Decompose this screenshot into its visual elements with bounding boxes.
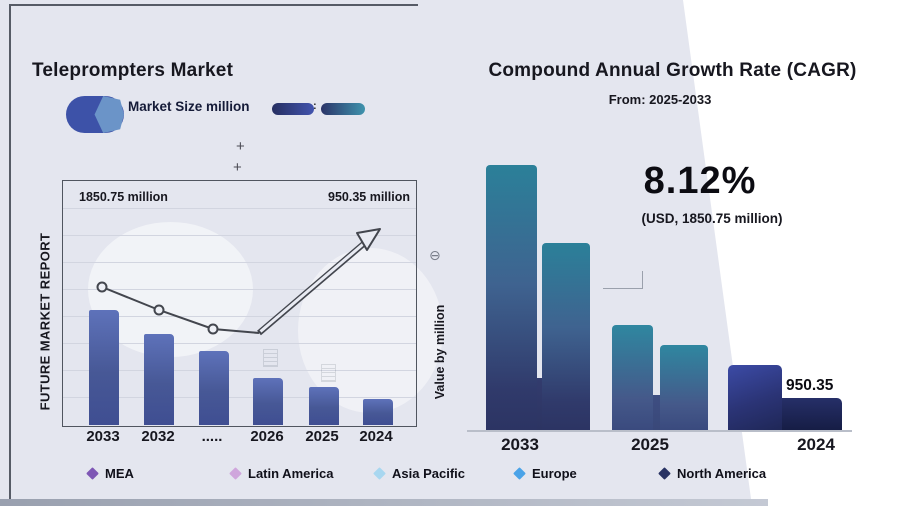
x-label-2026: 2026 xyxy=(250,428,284,445)
diamond-icon xyxy=(658,467,671,480)
gridline xyxy=(63,343,416,344)
legend-item-mea: MEA xyxy=(86,466,134,481)
legend-label: MEA xyxy=(105,466,134,481)
cagr-bar-2025-joint xyxy=(653,395,660,430)
zoom-out-icon: ⊖ xyxy=(429,247,441,263)
gridline xyxy=(63,289,416,290)
cagr-bar-2025-right xyxy=(660,345,708,430)
cagr-bar-2024-left xyxy=(728,365,782,430)
gridline xyxy=(63,316,416,317)
x-label-2032: 2032 xyxy=(141,428,175,445)
frame-top-line xyxy=(9,4,418,6)
x-label-2033: 2033 xyxy=(86,428,120,445)
x-label-dots: ..... xyxy=(201,428,223,445)
cagr-bar-2024-right xyxy=(782,398,842,430)
cagr-axis-line xyxy=(467,430,852,432)
legend-label: Europe xyxy=(532,466,577,481)
cagr-bar-2033-right xyxy=(542,243,590,430)
legend-item-latin-america: Latin America xyxy=(229,466,334,481)
bar-2025 xyxy=(309,387,339,425)
legend-label: Asia Pacific xyxy=(392,466,465,481)
background-blob xyxy=(838,225,900,440)
diamond-icon xyxy=(513,467,526,480)
cagr-bar-2025-left xyxy=(612,325,653,430)
cagr-x-label-2025: 2025 xyxy=(631,435,669,454)
market-size-chart: 1850.75 million 950.35 million xyxy=(62,180,417,427)
plus-icon: + xyxy=(233,159,242,176)
legend-item-europe: Europe xyxy=(513,466,577,481)
cylinder-icon xyxy=(66,96,124,133)
gridline xyxy=(63,262,416,263)
future-market-report-label: FUTURE MARKET REPORT xyxy=(37,232,53,411)
ratio-pill-right xyxy=(321,103,365,115)
callout-950: 950.35 xyxy=(786,377,834,394)
ghost-document-icon xyxy=(321,364,336,382)
cagr-bar-2033-joint xyxy=(537,378,542,430)
gridline xyxy=(63,370,416,371)
legend-item-asia-pacific: Asia Pacific xyxy=(373,466,465,481)
frame-left-line xyxy=(9,4,11,500)
legend-label: Latin America xyxy=(248,466,334,481)
diamond-icon xyxy=(86,467,99,480)
bar-mid-years xyxy=(199,351,229,425)
x-label-2024: 2024 xyxy=(359,428,393,445)
cagr-note: (USD, 1850.75 million) xyxy=(641,211,783,226)
market-size-label: Market Size million xyxy=(128,99,250,114)
left-panel-title: Teleprompters Market xyxy=(32,60,234,81)
value-by-million-label: Value by million xyxy=(433,304,447,400)
cagr-value: 8.12% xyxy=(643,160,757,202)
cagr-x-label-2024: 2024 xyxy=(797,435,835,454)
ratio-colon: : xyxy=(313,100,317,112)
cagr-x-label-2033: 2033 xyxy=(501,435,539,454)
bar-2026 xyxy=(253,378,283,425)
chart-end-value: 950.35 million xyxy=(328,190,410,204)
bar-2033 xyxy=(89,310,119,425)
gridline xyxy=(63,208,416,209)
legend-item-north-america: North America xyxy=(658,466,767,481)
chart-start-value: 1850.75 million xyxy=(79,190,168,204)
plus-icon: + xyxy=(236,138,245,155)
gridline xyxy=(63,235,416,236)
ghost-document-icon xyxy=(263,349,278,367)
corner-bracket-line xyxy=(603,271,643,289)
trend-line-arrow xyxy=(96,228,381,336)
legend-label: North America xyxy=(677,466,767,481)
diamond-icon xyxy=(229,467,242,480)
right-panel-title: Compound Annual Growth Rate (CAGR) xyxy=(488,60,857,81)
bottom-edge-strip xyxy=(0,499,768,506)
gridline xyxy=(63,397,416,398)
right-panel-subtitle: From: 2025-2033 xyxy=(608,92,712,107)
ratio-pill-left xyxy=(272,103,314,115)
diamond-icon xyxy=(373,467,386,480)
bar-2032 xyxy=(144,334,174,425)
x-label-2025: 2025 xyxy=(305,428,339,445)
bar-2024 xyxy=(363,399,393,425)
cagr-bar-2033-left xyxy=(486,165,537,430)
